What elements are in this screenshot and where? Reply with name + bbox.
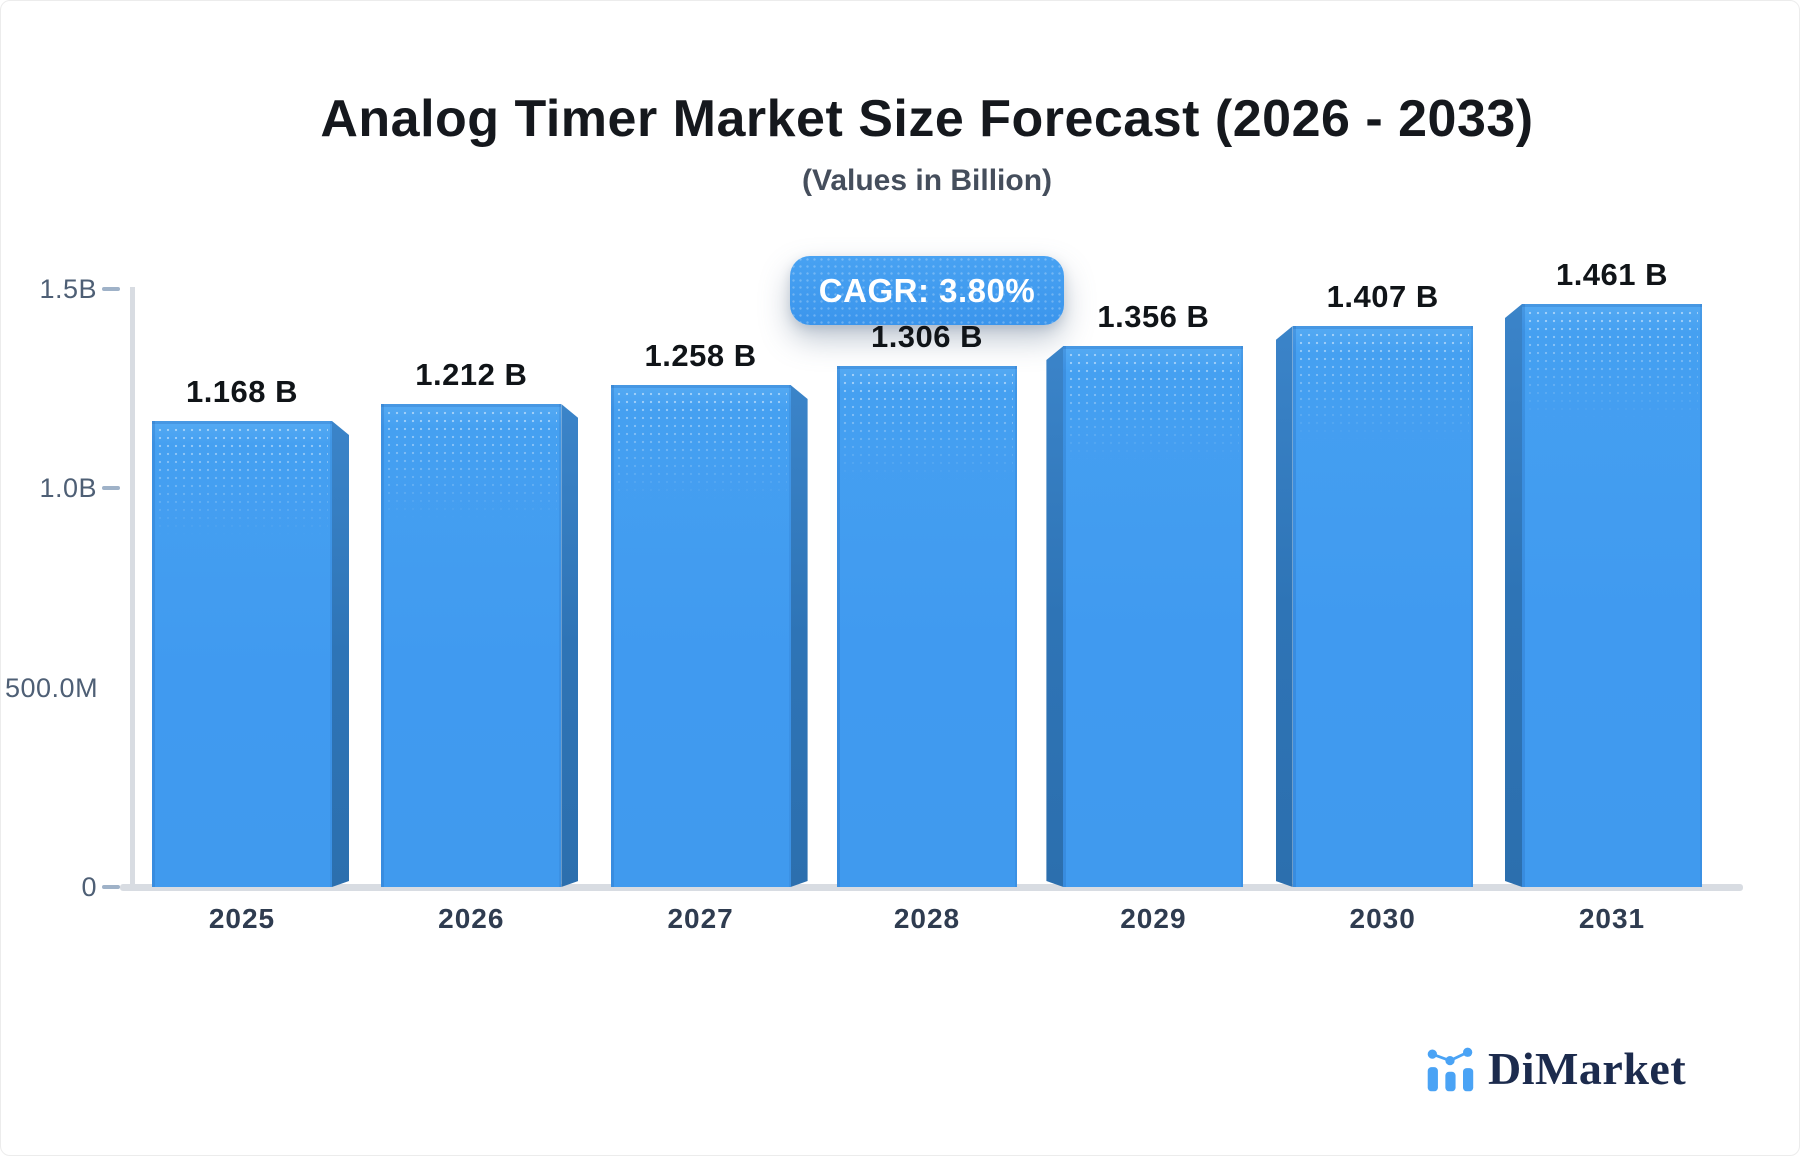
y-axis-line [130,287,135,888]
bar-2027[interactable] [610,385,791,887]
bar-side-2030 [1276,326,1293,887]
cagr-badge: CAGR: 3.80% [790,256,1064,325]
bar-value-label-2026: 1.212 B [415,357,528,392]
bar-texture [841,371,1013,481]
bar-value-label-2031: 1.461 B [1555,257,1669,292]
bar-side-2025 [332,421,349,887]
y-tick-dash [102,486,120,491]
bar-2029[interactable] [1063,346,1244,887]
bar-value-label-2029: 1.356 B [1097,299,1210,334]
bar-line-chart-icon [1427,1047,1474,1092]
bar-value-label-2030: 1.407 B [1326,279,1439,314]
x-label-2025: 2025 [208,903,276,934]
bar-2028[interactable] [837,366,1017,887]
x-label-2028: 2028 [893,903,961,934]
x-label-2030: 2030 [1349,903,1416,934]
bar-texture [385,409,558,519]
bar-texture [1067,351,1240,461]
brand-name: DiMarket [1488,1043,1687,1094]
bar-texture [156,426,328,536]
bar-side-2027 [791,385,808,887]
chart-title: Analog Timer Market Size Forecast (2026 … [320,90,1534,148]
x-label-2031: 2031 [1578,903,1646,934]
y-tick-label-500.0M: 500.0M [5,672,99,703]
bar-2030[interactable] [1292,326,1473,887]
bar-value-label-2028: 1.306 B [870,319,984,354]
bar-2031[interactable] [1522,304,1702,887]
x-label-2029: 2029 [1120,903,1187,934]
x-label-2027: 2027 [667,903,734,934]
bar-side-2026 [561,404,578,887]
x-label-2026: 2026 [438,903,505,934]
chart-subtitle: (Values in Billion) [801,164,1053,197]
y-tick-dash [102,286,120,291]
bar-2026[interactable] [381,404,562,887]
bar-2025[interactable] [152,421,332,887]
bar-texture [1296,331,1469,441]
brand-watermark: DiMarket [1424,1043,1686,1095]
bar-side-2031 [1505,304,1522,887]
bar-side-2029 [1046,346,1063,887]
x-axis-baseline [120,884,1743,891]
y-tick-label-0: 0 [81,872,97,902]
bar-texture [1526,309,1698,419]
y-tick-dash [102,885,120,889]
bar-value-label-2025: 1.168 B [185,374,299,409]
bar-texture [614,390,787,500]
y-tick-label-1.0B: 1.0B [39,473,97,504]
bar-value-label-2027: 1.258 B [644,338,757,373]
y-tick-label-1.5B: 1.5B [39,273,97,304]
cagr-badge-label: CAGR: 3.80% [818,271,1036,309]
